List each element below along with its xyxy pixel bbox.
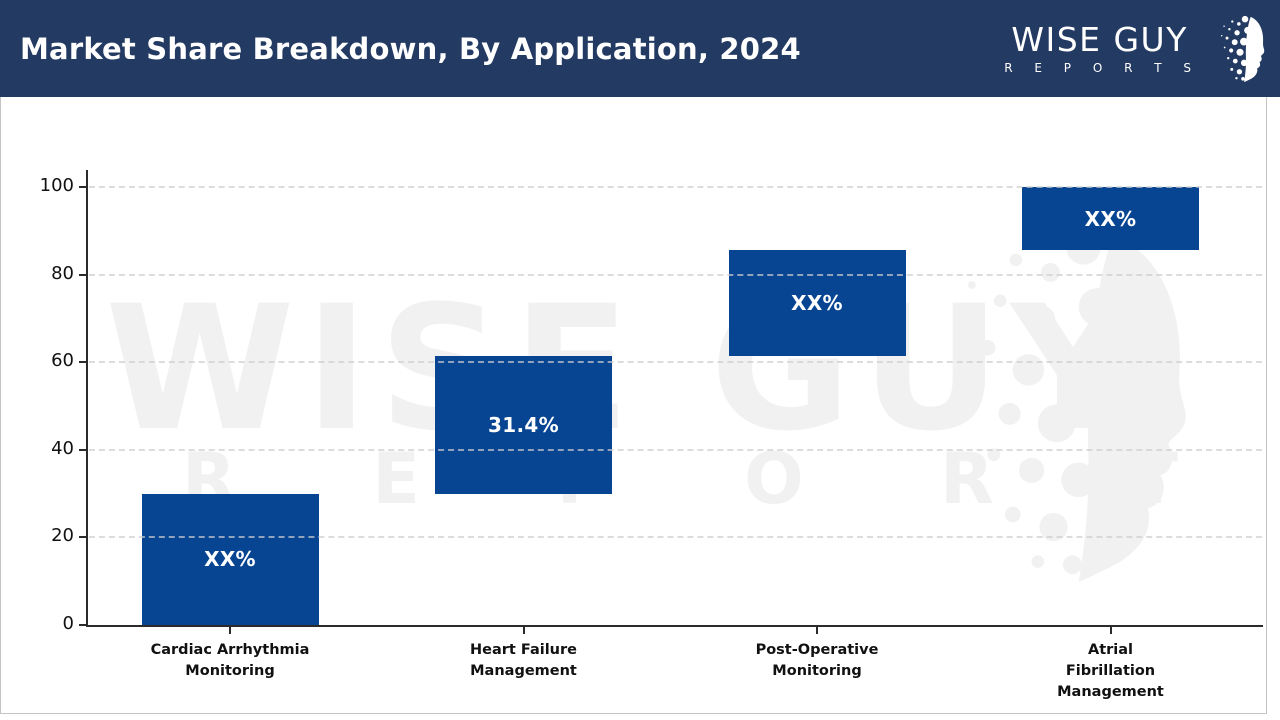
x-axis-tick xyxy=(1109,627,1112,634)
y-axis-tick xyxy=(79,536,86,539)
x-axis-label: Heart Failure Management xyxy=(470,642,577,680)
bar-cardiac-arrhythmia-monitoring: XX% xyxy=(141,493,319,625)
bar-heart-failure-management: 31.4% xyxy=(435,356,612,494)
y-axis-line xyxy=(86,170,88,627)
x-axis-label: Cardiac Arrhythmia Monitoring xyxy=(150,642,310,680)
header-bar: Market Share Breakdown, By Application, … xyxy=(0,0,1280,97)
y-axis-tick-label: 80 xyxy=(51,262,74,284)
gridline-80 xyxy=(89,273,1262,276)
bar-atrial-fibrillation-management: XX% xyxy=(1022,187,1199,251)
y-axis-tick xyxy=(79,361,86,364)
y-axis-tick-label: 20 xyxy=(51,525,74,547)
y-axis-tick xyxy=(79,624,86,626)
watermark-text-line1: WISE GUY xyxy=(105,268,1146,469)
y-axis-tick-label: 0 xyxy=(62,613,74,634)
x-axis-line xyxy=(86,625,1263,627)
x-axis-tick xyxy=(816,627,818,634)
x-axis-label: Atrial Fibrillation Management xyxy=(1057,642,1164,701)
y-axis-tick xyxy=(79,448,86,451)
bar-value-label: 31.4% xyxy=(488,412,559,437)
watermark-dotted-face xyxy=(955,230,1186,582)
brand-logo-text: WISE GUY R E P O R T S xyxy=(999,23,1200,75)
y-axis-tick-label: 60 xyxy=(51,350,74,372)
bar-post-operative-monitoring: XX% xyxy=(728,250,906,357)
brand-subtitle: R E P O R T S xyxy=(1004,60,1200,75)
x-axis-tick xyxy=(229,627,231,634)
gridline-100 xyxy=(89,186,1262,188)
gridline-20 xyxy=(89,536,1262,539)
y-axis-tick xyxy=(79,186,86,188)
y-axis-tick-label: 100 xyxy=(39,175,74,196)
bar-value-label: XX% xyxy=(204,547,256,572)
dotted-face-icon xyxy=(1220,15,1265,82)
brand-logo: WISE GUY R E P O R T S xyxy=(999,9,1266,89)
x-axis-tick xyxy=(522,627,525,634)
y-axis-tick-label: 40 xyxy=(51,437,74,459)
y-axis-tick xyxy=(79,273,86,276)
gridline-40 xyxy=(89,448,1262,451)
gridline-60 xyxy=(89,361,1262,364)
bar-value-label: XX% xyxy=(1084,206,1137,231)
brand-name: WISE GUY xyxy=(1011,19,1188,59)
bar-value-label: XX% xyxy=(791,291,843,316)
x-axis-label: Post-Operative Monitoring xyxy=(755,642,879,680)
page-title: Market Share Breakdown, By Application, … xyxy=(20,31,801,66)
